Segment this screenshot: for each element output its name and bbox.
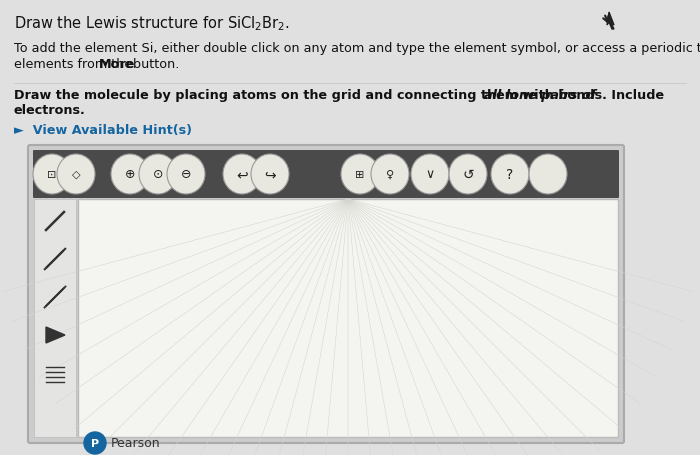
Text: button.: button.	[129, 58, 179, 71]
Text: ⊡: ⊡	[48, 170, 57, 180]
FancyBboxPatch shape	[33, 151, 619, 198]
Text: all lone pairs of: all lone pairs of	[484, 89, 596, 102]
Text: Draw the molecule by placing atoms on the grid and connecting them with bonds. I: Draw the molecule by placing atoms on th…	[14, 89, 668, 102]
Text: ⊙: ⊙	[153, 168, 163, 181]
FancyBboxPatch shape	[78, 200, 618, 437]
Text: electrons.: electrons.	[14, 104, 85, 117]
Text: ↺: ↺	[462, 167, 474, 182]
Text: ►  View Available Hint(s): ► View Available Hint(s)	[14, 124, 192, 136]
FancyBboxPatch shape	[28, 146, 624, 443]
Text: To add the element Si, either double click on any atom and type the element symb: To add the element Si, either double cli…	[14, 42, 700, 55]
Ellipse shape	[167, 155, 205, 195]
Ellipse shape	[251, 155, 289, 195]
Ellipse shape	[111, 155, 149, 195]
Text: ⊖: ⊖	[181, 168, 191, 181]
Ellipse shape	[371, 155, 409, 195]
Ellipse shape	[139, 155, 177, 195]
Ellipse shape	[411, 155, 449, 195]
Ellipse shape	[449, 155, 487, 195]
Text: ⊕: ⊕	[125, 168, 135, 181]
Text: ♀: ♀	[386, 170, 394, 180]
Text: P: P	[91, 438, 99, 448]
Text: ⊞: ⊞	[356, 170, 365, 180]
Text: ↪: ↪	[264, 167, 276, 182]
Ellipse shape	[33, 155, 71, 195]
Text: ?: ?	[506, 167, 514, 182]
Text: Pearson: Pearson	[111, 436, 160, 450]
Ellipse shape	[491, 155, 529, 195]
Polygon shape	[46, 327, 65, 343]
Circle shape	[84, 432, 106, 454]
Text: ↩: ↩	[236, 167, 248, 182]
Text: More: More	[99, 58, 135, 71]
Text: elements from the: elements from the	[14, 58, 136, 71]
Text: Draw the Lewis structure for SiCl$_2$Br$_2$.: Draw the Lewis structure for SiCl$_2$Br$…	[14, 14, 290, 33]
Ellipse shape	[57, 155, 95, 195]
FancyBboxPatch shape	[34, 200, 76, 437]
Text: ◇: ◇	[71, 170, 80, 180]
Ellipse shape	[529, 155, 567, 195]
Ellipse shape	[223, 155, 261, 195]
Ellipse shape	[341, 155, 379, 195]
Polygon shape	[607, 13, 614, 30]
Text: ∨: ∨	[426, 168, 435, 181]
